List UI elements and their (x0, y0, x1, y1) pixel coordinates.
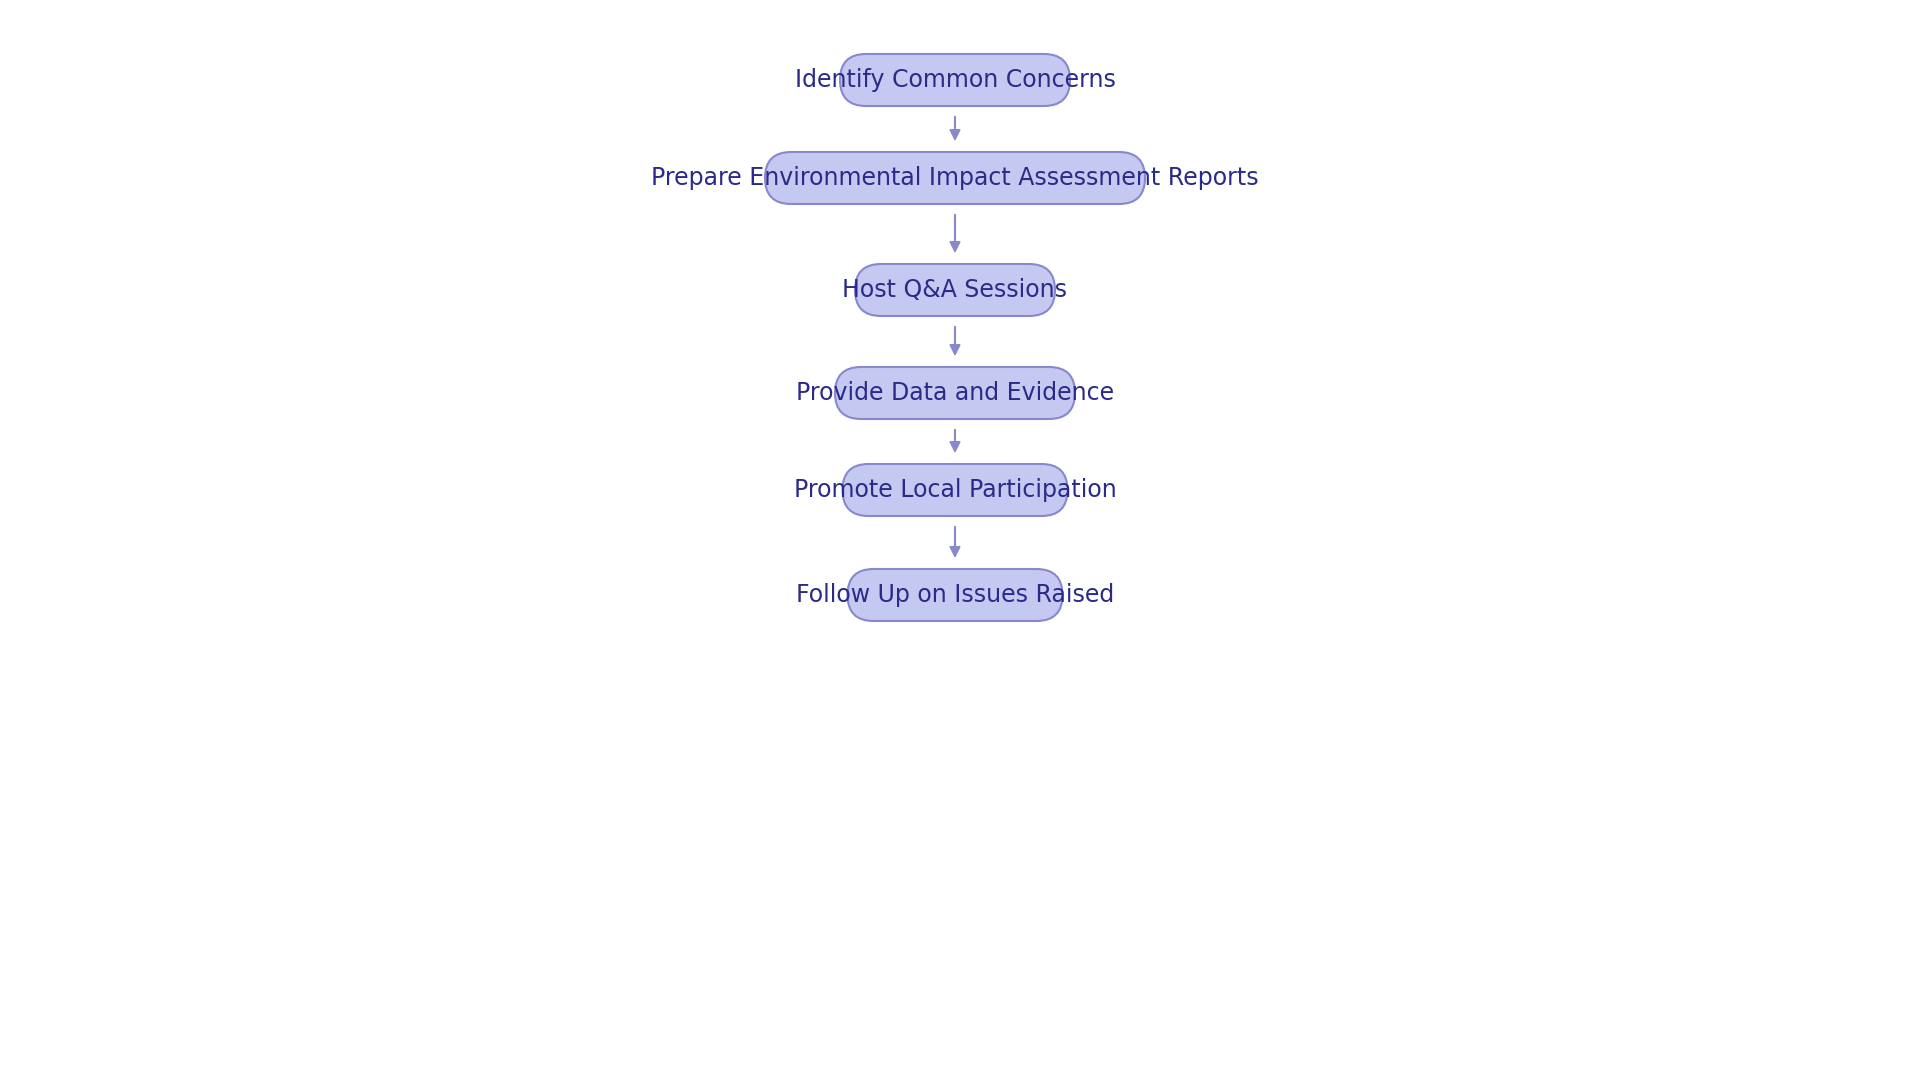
Text: Identify Common Concerns: Identify Common Concerns (795, 68, 1116, 92)
FancyBboxPatch shape (847, 569, 1062, 621)
FancyBboxPatch shape (764, 152, 1144, 204)
FancyBboxPatch shape (835, 367, 1075, 419)
Text: Follow Up on Issues Raised: Follow Up on Issues Raised (797, 583, 1114, 606)
FancyBboxPatch shape (843, 464, 1068, 516)
FancyBboxPatch shape (841, 54, 1069, 106)
Text: Host Q&A Sessions: Host Q&A Sessions (843, 278, 1068, 302)
Text: Provide Data and Evidence: Provide Data and Evidence (797, 381, 1114, 405)
FancyBboxPatch shape (854, 264, 1054, 316)
Text: Prepare Environmental Impact Assessment Reports: Prepare Environmental Impact Assessment … (651, 166, 1260, 190)
Text: Promote Local Participation: Promote Local Participation (793, 478, 1116, 503)
